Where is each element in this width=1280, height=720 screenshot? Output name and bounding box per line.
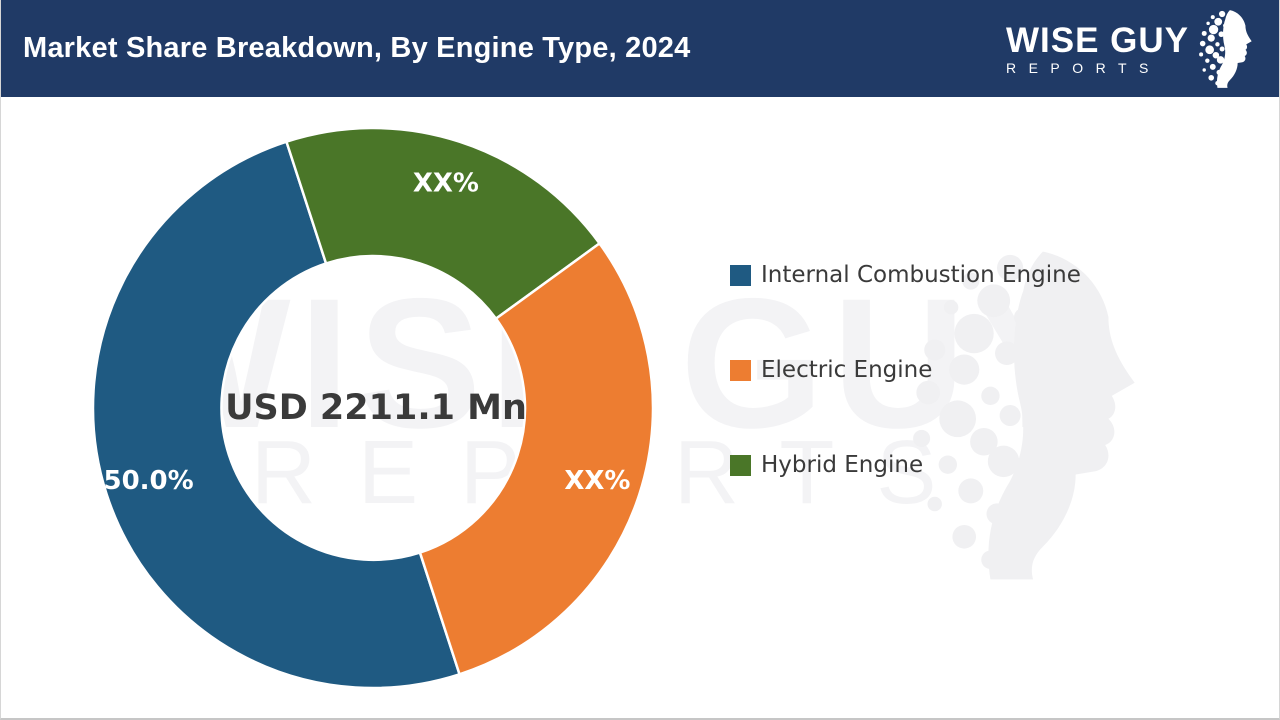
slice-percent-label: XX%	[564, 466, 630, 496]
pie-slice-electric-engine	[418, 242, 655, 676]
logo-wiseguy-text: WISE GUY	[1005, 20, 1189, 60]
page-title: Market Share Breakdown, By Engine Type, …	[23, 32, 691, 64]
header-bar: Market Share Breakdown, By Engine Type, …	[1, 0, 1279, 97]
chart-legend: Internal Combustion Engine Electric Engi…	[730, 262, 1081, 478]
slice-percent-label: 50.0%	[103, 466, 193, 496]
legend-label: Electric Engine	[761, 357, 933, 383]
legend-label: Internal Combustion Engine	[761, 262, 1081, 288]
legend-swatch-green	[730, 454, 751, 476]
legend-label: Hybrid Engine	[761, 452, 924, 478]
logo-text: WISE GUY REPORTS	[1006, 23, 1189, 75]
chart-center-value: USD 2211.1 Mn	[225, 388, 527, 428]
logo-reports-text: REPORTS	[1005, 59, 1161, 76]
pie-slice-hybrid-engine	[285, 126, 601, 320]
legend-item-hybrid-engine: Hybrid Engine	[730, 452, 1081, 478]
logo-face-icon	[1199, 9, 1252, 88]
slice-percent-label: XX%	[413, 169, 479, 199]
legend-item-internal-combustion-engine: Internal Combustion Engine	[730, 262, 1081, 288]
pie-slice-internal-combustion-engine	[91, 140, 461, 690]
legend-swatch-blue	[730, 264, 751, 286]
wise-guy-logo: WISE GUY REPORTS	[1006, 9, 1261, 88]
legend-item-electric-engine: Electric Engine	[730, 357, 1081, 383]
legend-swatch-orange	[730, 359, 751, 381]
